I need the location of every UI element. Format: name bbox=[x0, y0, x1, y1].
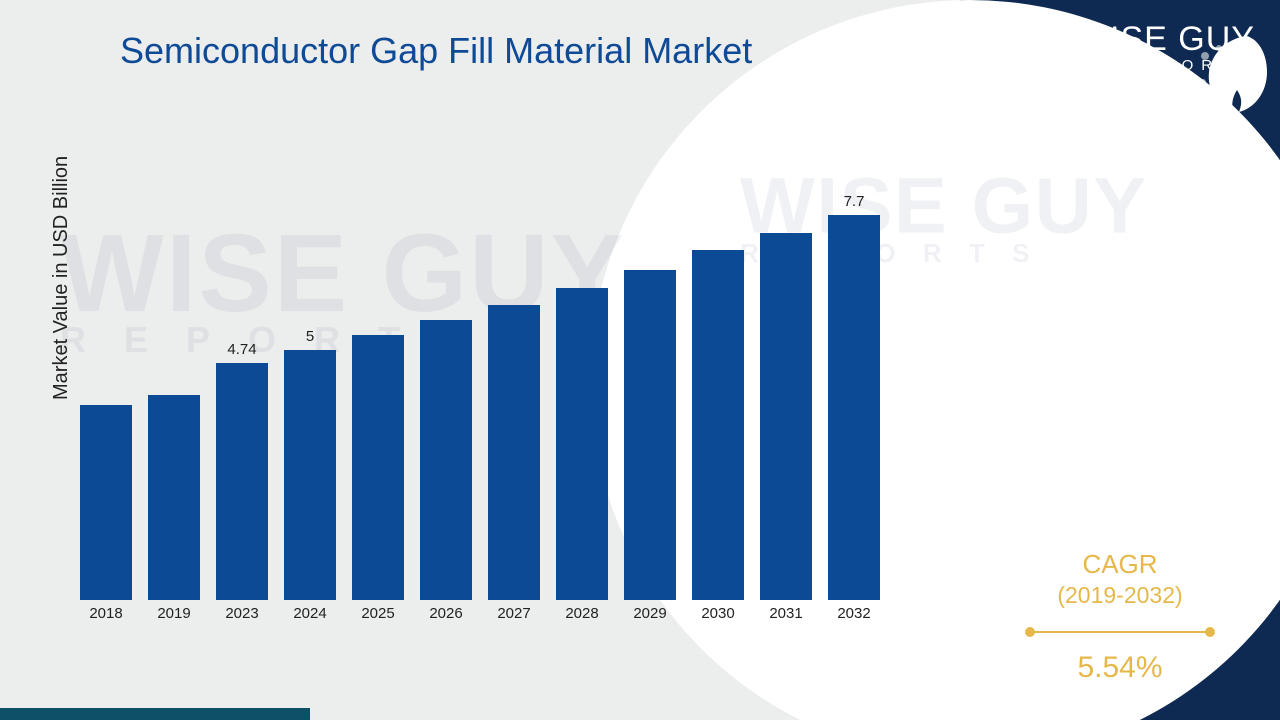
x-tick: 2025 bbox=[352, 605, 404, 622]
bar-2029 bbox=[624, 248, 676, 600]
x-tick: 2019 bbox=[148, 605, 200, 622]
bar-2032: 7.7 bbox=[828, 193, 880, 600]
chart-title: Semiconductor Gap Fill Material Market bbox=[120, 30, 752, 71]
cagr-value: 5.54% bbox=[1000, 651, 1240, 685]
bottom-accent-bar bbox=[0, 708, 310, 720]
bar-2018 bbox=[80, 383, 132, 600]
bar bbox=[692, 250, 744, 600]
bar bbox=[420, 320, 472, 600]
x-tick: 2018 bbox=[80, 605, 132, 622]
bar-2030 bbox=[692, 228, 744, 600]
bar bbox=[488, 305, 540, 600]
bar bbox=[760, 233, 812, 601]
logo-dots-icon bbox=[1185, 38, 1255, 114]
bar-2024: 5 bbox=[284, 328, 336, 600]
x-axis: 2018 2019 2023 2024 2025 2026 2027 2028 2029 2030… bbox=[80, 605, 880, 622]
bar-chart: 4.74 5 7.7 bbox=[80, 180, 880, 600]
stage: WISE GUY REPORTS WISE GUY REPORTS Semico… bbox=[0, 0, 1280, 720]
x-tick: 2029 bbox=[624, 605, 676, 622]
bar-value-label: 7.7 bbox=[844, 193, 865, 211]
bar bbox=[624, 270, 676, 600]
brand-logo: WISE GUY REPORTS bbox=[1077, 20, 1255, 74]
x-tick: 2027 bbox=[488, 605, 540, 622]
bar-2027 bbox=[488, 283, 540, 600]
x-tick: 2024 bbox=[284, 605, 336, 622]
cagr-divider bbox=[1030, 631, 1210, 633]
x-tick: 2026 bbox=[420, 605, 472, 622]
bar-2031 bbox=[760, 211, 812, 601]
cagr-title: CAGR bbox=[1000, 549, 1240, 580]
bar-2028 bbox=[556, 266, 608, 601]
bar bbox=[80, 405, 132, 600]
bar-2025 bbox=[352, 313, 404, 600]
bar-2019 bbox=[148, 373, 200, 600]
x-tick: 2032 bbox=[828, 605, 880, 622]
bar bbox=[216, 363, 268, 600]
bar bbox=[148, 395, 200, 600]
bars-container: 4.7457.7 bbox=[80, 200, 880, 600]
bar-value-label: 5 bbox=[306, 328, 314, 346]
x-tick: 2030 bbox=[692, 605, 744, 622]
bar bbox=[556, 288, 608, 601]
bar bbox=[284, 350, 336, 600]
bar-value-label: 4.74 bbox=[227, 341, 256, 359]
x-tick: 2031 bbox=[760, 605, 812, 622]
cagr-block: CAGR (2019-2032) 5.54% bbox=[1000, 549, 1240, 685]
bar-2026 bbox=[420, 298, 472, 600]
x-tick: 2023 bbox=[216, 605, 268, 622]
bar bbox=[828, 215, 880, 600]
cagr-range: (2019-2032) bbox=[1000, 582, 1240, 609]
bar bbox=[352, 335, 404, 600]
bar-2023: 4.74 bbox=[216, 341, 268, 600]
x-tick: 2028 bbox=[556, 605, 608, 622]
y-axis-label: Market Value in USD Billion bbox=[50, 156, 73, 400]
